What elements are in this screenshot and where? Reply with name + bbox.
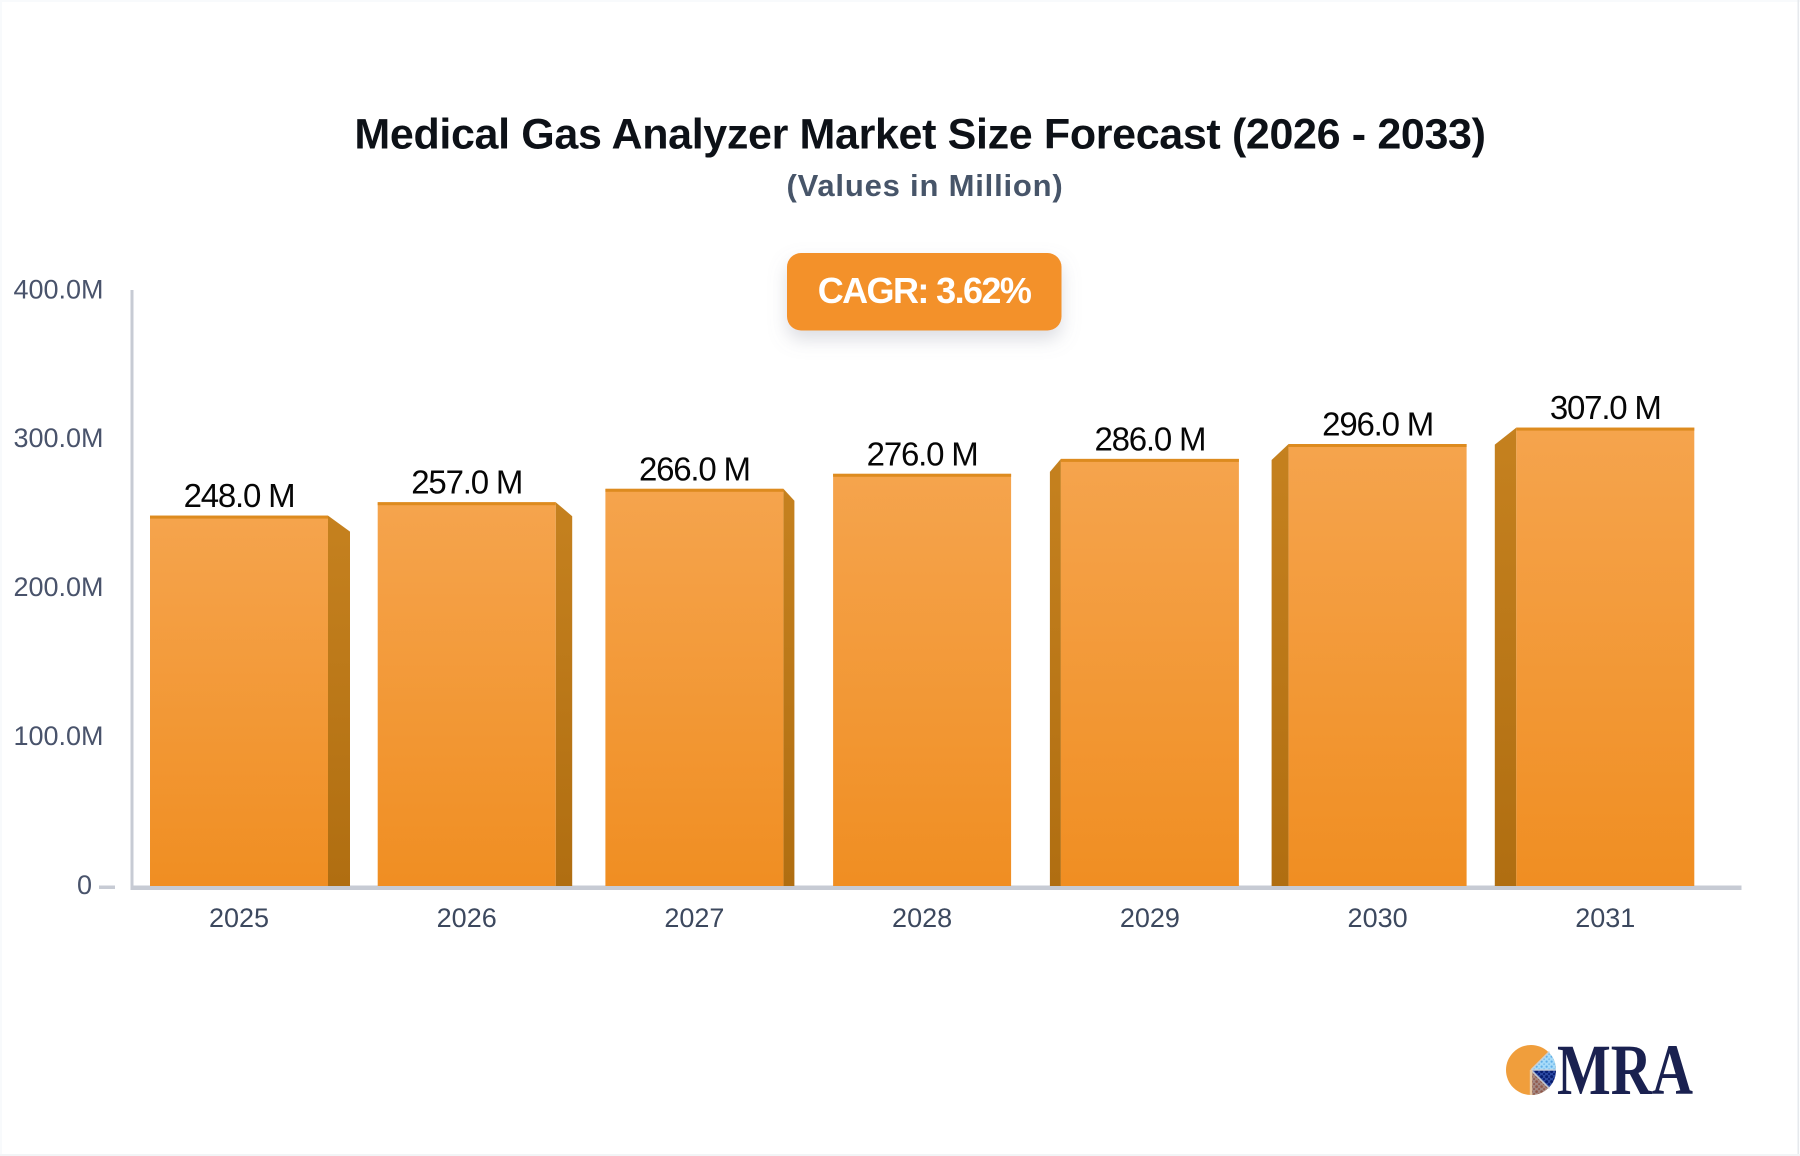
svg-text:2025: 2025 xyxy=(209,903,269,933)
svg-text:400.0M: 400.0M xyxy=(13,274,103,304)
svg-text:2029: 2029 xyxy=(1120,903,1180,933)
svg-text:(Values in Million): (Values in Million) xyxy=(786,168,1063,203)
svg-text:248.0 M: 248.0 M xyxy=(184,477,295,514)
svg-text:286.0 M: 286.0 M xyxy=(1094,420,1205,457)
svg-text:296.0 M: 296.0 M xyxy=(1322,406,1433,443)
svg-text:307.0 M: 307.0 M xyxy=(1550,389,1661,426)
svg-text:Medical Gas Analyzer Market Si: Medical Gas Analyzer Market Size Forecas… xyxy=(354,111,1485,159)
svg-text:CAGR: 3.62%: CAGR: 3.62% xyxy=(818,270,1032,311)
svg-text:2027: 2027 xyxy=(664,903,724,933)
svg-text:2030: 2030 xyxy=(1348,903,1408,933)
svg-text:257.0 M: 257.0 M xyxy=(411,464,522,501)
svg-text:100.0M: 100.0M xyxy=(13,721,103,751)
svg-text:2028: 2028 xyxy=(892,903,952,933)
svg-text:0: 0 xyxy=(77,870,92,900)
svg-text:2031: 2031 xyxy=(1575,903,1635,933)
svg-text:2026: 2026 xyxy=(437,903,497,933)
svg-text:300.0M: 300.0M xyxy=(13,423,103,453)
svg-text:MRA: MRA xyxy=(1557,1030,1693,1110)
svg-text:200.0M: 200.0M xyxy=(13,572,103,602)
svg-text:276.0 M: 276.0 M xyxy=(867,435,978,472)
svg-text:266.0 M: 266.0 M xyxy=(639,450,750,487)
